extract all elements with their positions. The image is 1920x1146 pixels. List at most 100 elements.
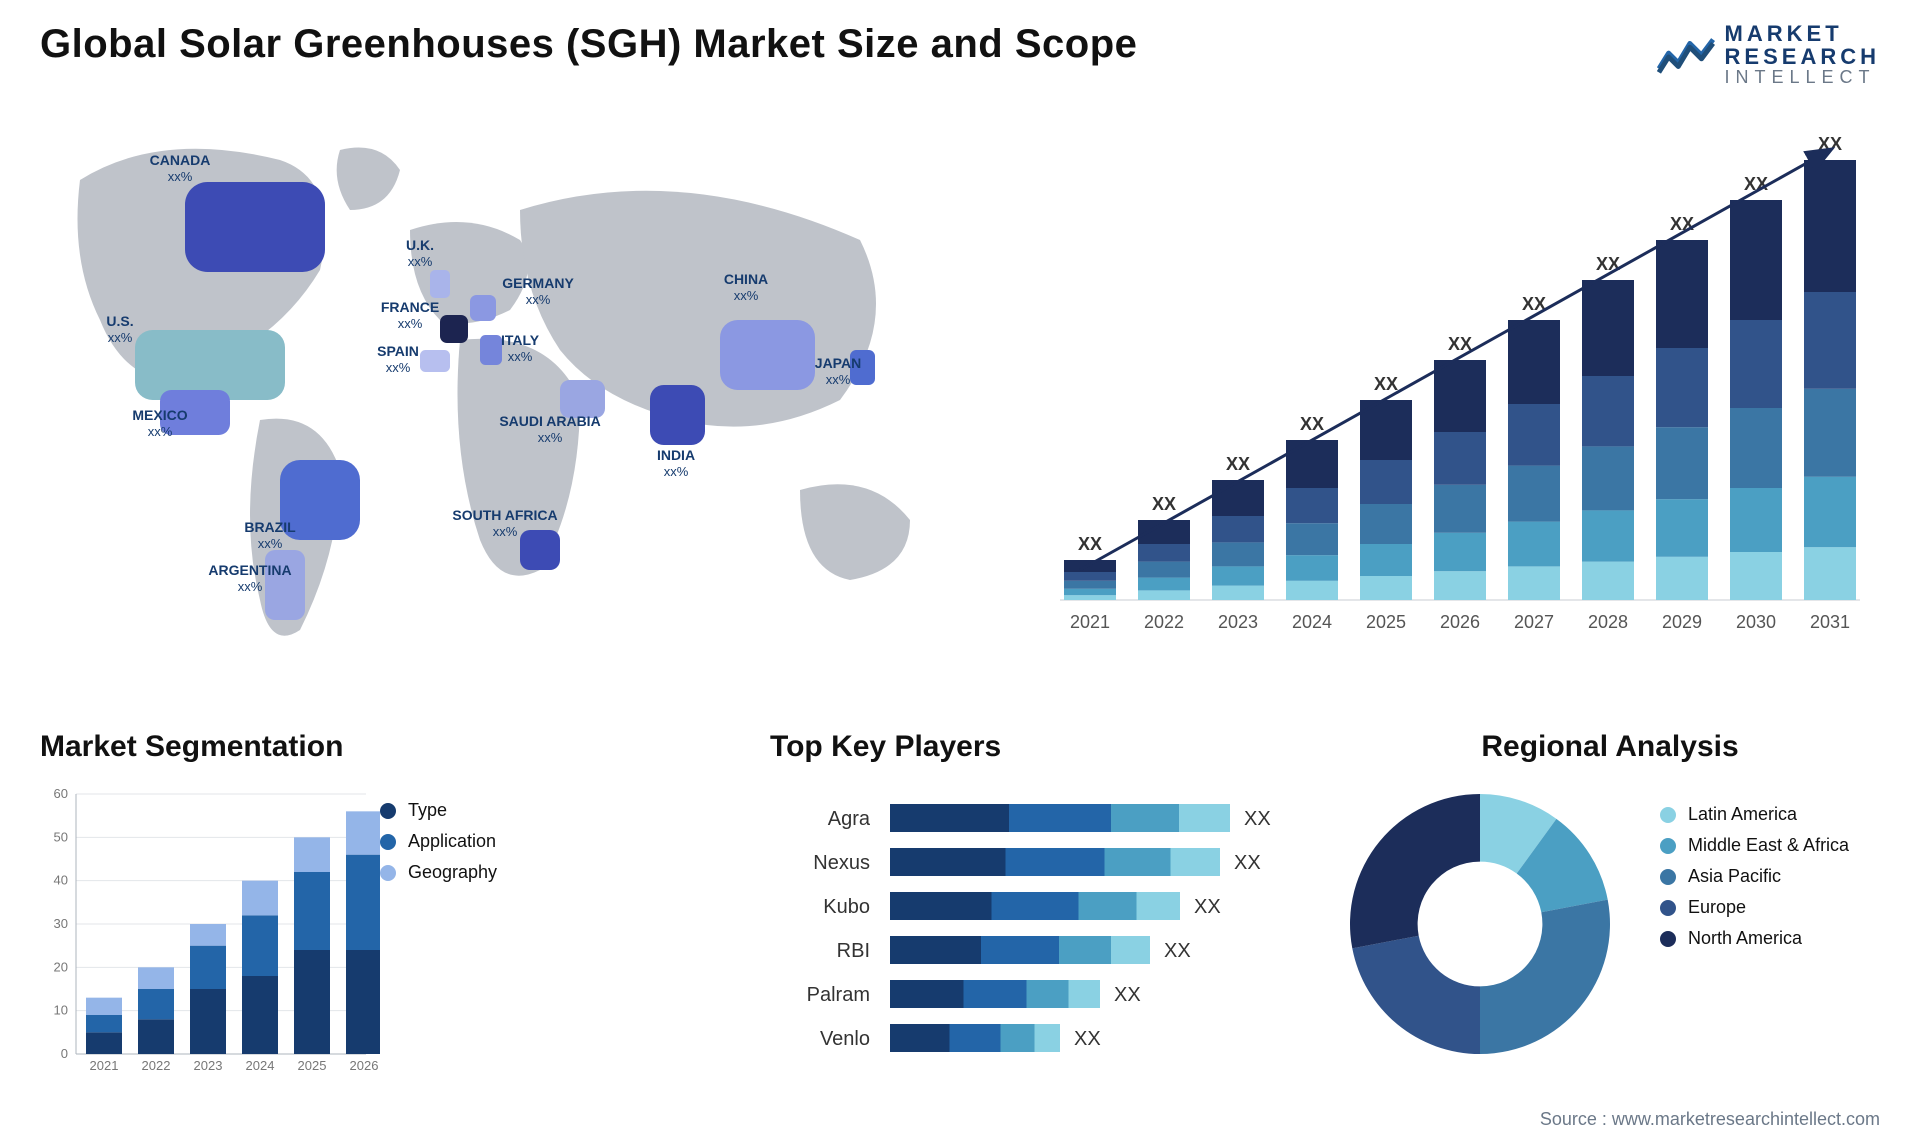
- legend-label: Type: [408, 800, 447, 821]
- seg-yaxis-tick: 50: [54, 829, 68, 844]
- marketsize-bar-year: 2024: [1292, 612, 1332, 632]
- seg-bar-seg: [190, 989, 226, 1054]
- donut-slice: [1480, 900, 1610, 1054]
- map-label: JAPAN: [815, 355, 861, 371]
- map-country-france: [440, 315, 468, 343]
- marketsize-bar-seg: [1582, 376, 1634, 446]
- seg-bar-seg: [346, 950, 380, 1054]
- seg-bar-seg: [242, 881, 278, 916]
- legend-label: Asia Pacific: [1688, 866, 1781, 887]
- marketsize-bar-seg: [1360, 576, 1412, 600]
- marketsize-bar-seg: [1286, 555, 1338, 581]
- marketsize-bar-seg: [1360, 460, 1412, 504]
- marketsize-bar-year: 2029: [1662, 612, 1702, 632]
- marketsize-bar-value: XX: [1374, 374, 1398, 394]
- key-players-section: Top Key Players AgraXXNexusXXKuboXXRBIXX…: [770, 730, 1310, 1089]
- segmentation-chart: 0102030405060202120222023202420252026: [40, 784, 380, 1084]
- marketsize-bar-seg: [1582, 280, 1634, 376]
- key-players-chart: AgraXXNexusXXKuboXXRBIXXPalramXXVenloXX: [770, 784, 1310, 1089]
- map-country-u-k-: [430, 270, 450, 298]
- player-bar-seg: [1105, 848, 1171, 876]
- map-pct: xx%: [108, 330, 133, 345]
- logo-mark-icon: [1657, 35, 1715, 75]
- segmentation-title: Market Segmentation: [40, 730, 540, 764]
- seg-bar-seg: [346, 855, 380, 950]
- map-label: INDIA: [657, 447, 695, 463]
- source-attribution: Source : www.marketresearchintellect.com: [1540, 1109, 1880, 1130]
- marketsize-bar-year: 2031: [1810, 612, 1850, 632]
- legend-swatch: [1660, 931, 1676, 947]
- logo-line2: RESEARCH: [1725, 45, 1880, 68]
- marketsize-bar-seg: [1804, 477, 1856, 547]
- regional-legend-item: North America: [1660, 928, 1849, 949]
- marketsize-bar-seg: [1434, 432, 1486, 485]
- player-value: XX: [1114, 984, 1141, 1006]
- seg-xaxis-year: 2024: [246, 1058, 275, 1073]
- map-country-canada: [185, 182, 325, 272]
- player-bar-seg: [950, 1024, 1001, 1052]
- marketsize-bar-seg: [1212, 586, 1264, 600]
- player-bar-seg: [890, 804, 1009, 832]
- regional-section: Regional Analysis Latin AmericaMiddle Ea…: [1340, 730, 1880, 1064]
- map-pct: xx%: [408, 254, 433, 269]
- map-label: MEXICO: [132, 407, 187, 423]
- map-label: SOUTH AFRICA: [452, 507, 557, 523]
- map-pct: xx%: [493, 524, 518, 539]
- player-bar-seg: [1069, 980, 1101, 1008]
- legend-label: North America: [1688, 928, 1802, 949]
- seg-bar-seg: [86, 1032, 122, 1054]
- donut-slice: [1350, 794, 1480, 948]
- map-label: BRAZIL: [244, 519, 296, 535]
- marketsize-bar-seg: [1286, 488, 1338, 523]
- map-label: SPAIN: [377, 343, 419, 359]
- marketsize-bar-year: 2025: [1366, 612, 1406, 632]
- marketsize-bar-seg: [1508, 404, 1560, 466]
- legend-swatch: [380, 834, 396, 850]
- map-label: FRANCE: [381, 299, 439, 315]
- seg-bar-seg: [86, 998, 122, 1015]
- legend-swatch: [1660, 869, 1676, 885]
- marketsize-bar-seg: [1582, 510, 1634, 561]
- map-pct: xx%: [664, 464, 689, 479]
- player-name: Venlo: [820, 1028, 870, 1050]
- player-name: Kubo: [823, 896, 870, 918]
- legend-swatch: [1660, 900, 1676, 916]
- marketsize-bar-value: XX: [1078, 534, 1102, 554]
- seg-bar-seg: [242, 976, 278, 1054]
- legend-swatch: [380, 803, 396, 819]
- marketsize-bar-seg: [1730, 320, 1782, 408]
- player-value: XX: [1234, 852, 1261, 874]
- marketsize-bar-seg: [1360, 504, 1412, 544]
- marketsize-bar-seg: [1434, 571, 1486, 600]
- marketsize-bar-seg: [1656, 557, 1708, 600]
- marketsize-bar-seg: [1804, 389, 1856, 477]
- map-label: U.K.: [406, 237, 434, 253]
- marketsize-bar-seg: [1434, 485, 1486, 533]
- marketsize-bar-seg: [1730, 200, 1782, 320]
- seg-bar-seg: [294, 837, 330, 872]
- legend-swatch: [380, 865, 396, 881]
- seg-bar-seg: [294, 872, 330, 950]
- map-pct: xx%: [526, 292, 551, 307]
- marketsize-bar-seg: [1064, 589, 1116, 595]
- seg-yaxis-tick: 60: [54, 786, 68, 801]
- player-bar-seg: [890, 848, 1006, 876]
- seg-yaxis-tick: 20: [54, 959, 68, 974]
- regional-legend-item: Europe: [1660, 897, 1849, 918]
- marketsize-bar-seg: [1508, 466, 1560, 522]
- player-bar-seg: [1001, 1024, 1035, 1052]
- player-name: RBI: [837, 940, 870, 962]
- marketsize-bar-seg: [1804, 160, 1856, 292]
- map-pct: xx%: [538, 430, 563, 445]
- marketsize-bar-seg: [1212, 542, 1264, 566]
- map-pct: xx%: [508, 349, 533, 364]
- logo-line1: MARKET: [1725, 22, 1880, 45]
- page-title-row: Global Solar Greenhouses (SGH) Market Si…: [40, 22, 1660, 67]
- marketsize-bar-seg: [1656, 499, 1708, 557]
- legend-label: Europe: [1688, 897, 1746, 918]
- seg-bar-seg: [138, 967, 174, 989]
- seg-yaxis-tick: 10: [54, 1003, 68, 1018]
- marketsize-bar-seg: [1138, 590, 1190, 600]
- regional-donut-chart: [1340, 784, 1620, 1064]
- player-bar-seg: [1079, 892, 1137, 920]
